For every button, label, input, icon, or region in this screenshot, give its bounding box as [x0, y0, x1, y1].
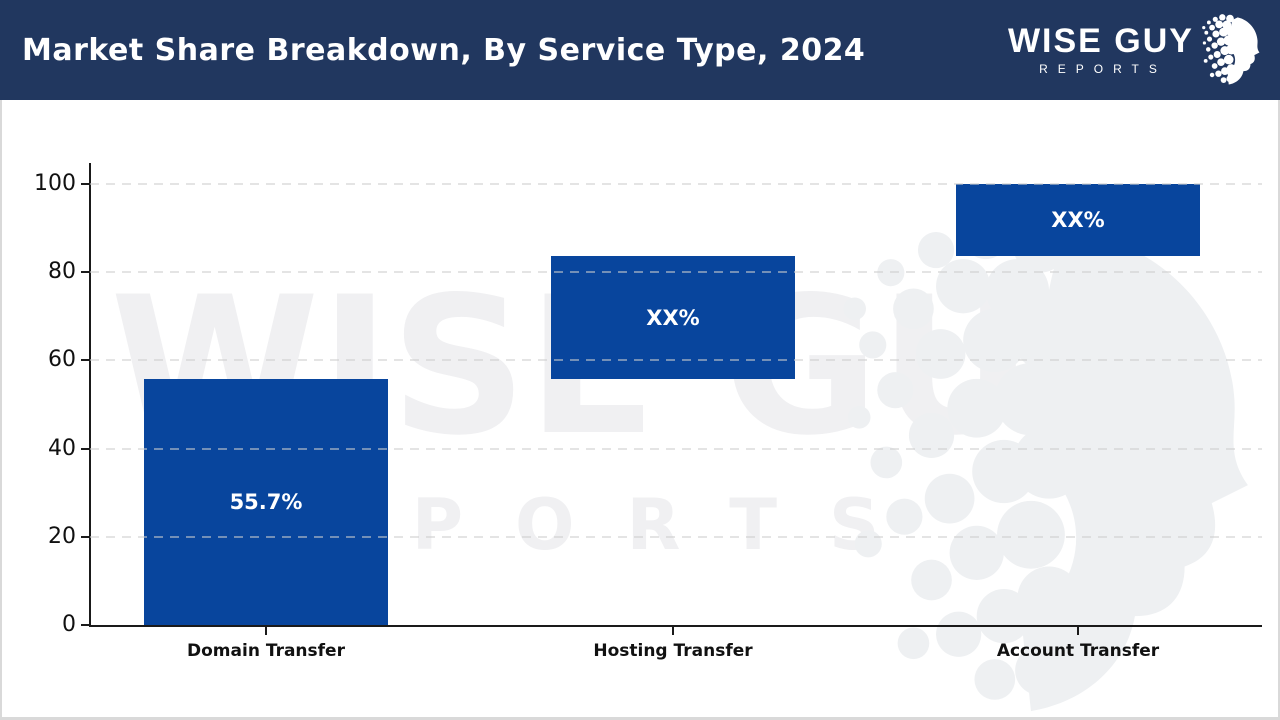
logo-face-profile — [1227, 17, 1260, 85]
bar-hosting-transfer: XX% — [551, 256, 795, 380]
y-tick-label: 40 — [48, 435, 76, 461]
bar-value-label-account-transfer: XX% — [1051, 208, 1105, 233]
logo-face-icon — [1202, 14, 1260, 85]
y-tick-mark — [81, 447, 89, 450]
y-tick-mark — [81, 271, 89, 274]
x-tick-mark — [672, 627, 674, 635]
y-tick-label: 20 — [48, 523, 76, 549]
bar-value-label-domain-transfer: 55.7% — [229, 490, 303, 515]
header-bar: Market Share Breakdown, By Service Type,… — [0, 0, 1280, 100]
gridline-60 — [90, 359, 1262, 362]
x-category-label-account-transfer: Account Transfer — [996, 641, 1160, 661]
y-tick-label: 0 — [62, 612, 76, 637]
y-tick-label: 100 — [34, 171, 76, 196]
chart-area: WISE GUY REPORTS 02040608010055.7%Domain… — [0, 100, 1280, 720]
bar-value-label-hosting-transfer: XX% — [646, 305, 700, 330]
plot-area: 0 20 40 60 80 100 55.7% Domain Transfer XX% Hosti… — [2, 100, 1278, 717]
y-tick-label: 80 — [48, 259, 76, 285]
gridline-40 — [90, 447, 1262, 450]
bar-account-transfer: XX% — [956, 184, 1200, 257]
y-tick-mark — [81, 624, 89, 626]
x-category-label-domain-transfer: Domain Transfer — [187, 641, 345, 661]
y-tick-mark — [81, 535, 89, 538]
y-tick-mark — [81, 183, 89, 185]
gridline-20 — [90, 535, 1262, 538]
y-tick-mark — [81, 359, 89, 362]
y-tick-label: 60 — [48, 347, 76, 373]
gridline-80 — [90, 271, 1262, 274]
x-tick-mark — [1077, 627, 1079, 635]
brand-logo: WISE GUY REPORTS — [1008, 12, 1262, 88]
logo-wordmark: WISE GUY — [1007, 22, 1194, 61]
x-tick-mark — [265, 627, 267, 635]
gridline-100 — [90, 183, 1262, 185]
brand-logo-text: WISE GUY REPORTS — [1007, 22, 1194, 76]
x-category-label-hosting-transfer: Hosting Transfer — [593, 641, 753, 661]
watermark-face-profile — [1021, 236, 1248, 712]
y-axis-line — [89, 163, 91, 627]
page-title: Market Share Breakdown, By Service Type,… — [22, 32, 866, 68]
logo-subtext: REPORTS — [1039, 61, 1167, 76]
bar-domain-transfer: 55.7% — [144, 379, 388, 625]
x-axis-line — [89, 625, 1262, 627]
